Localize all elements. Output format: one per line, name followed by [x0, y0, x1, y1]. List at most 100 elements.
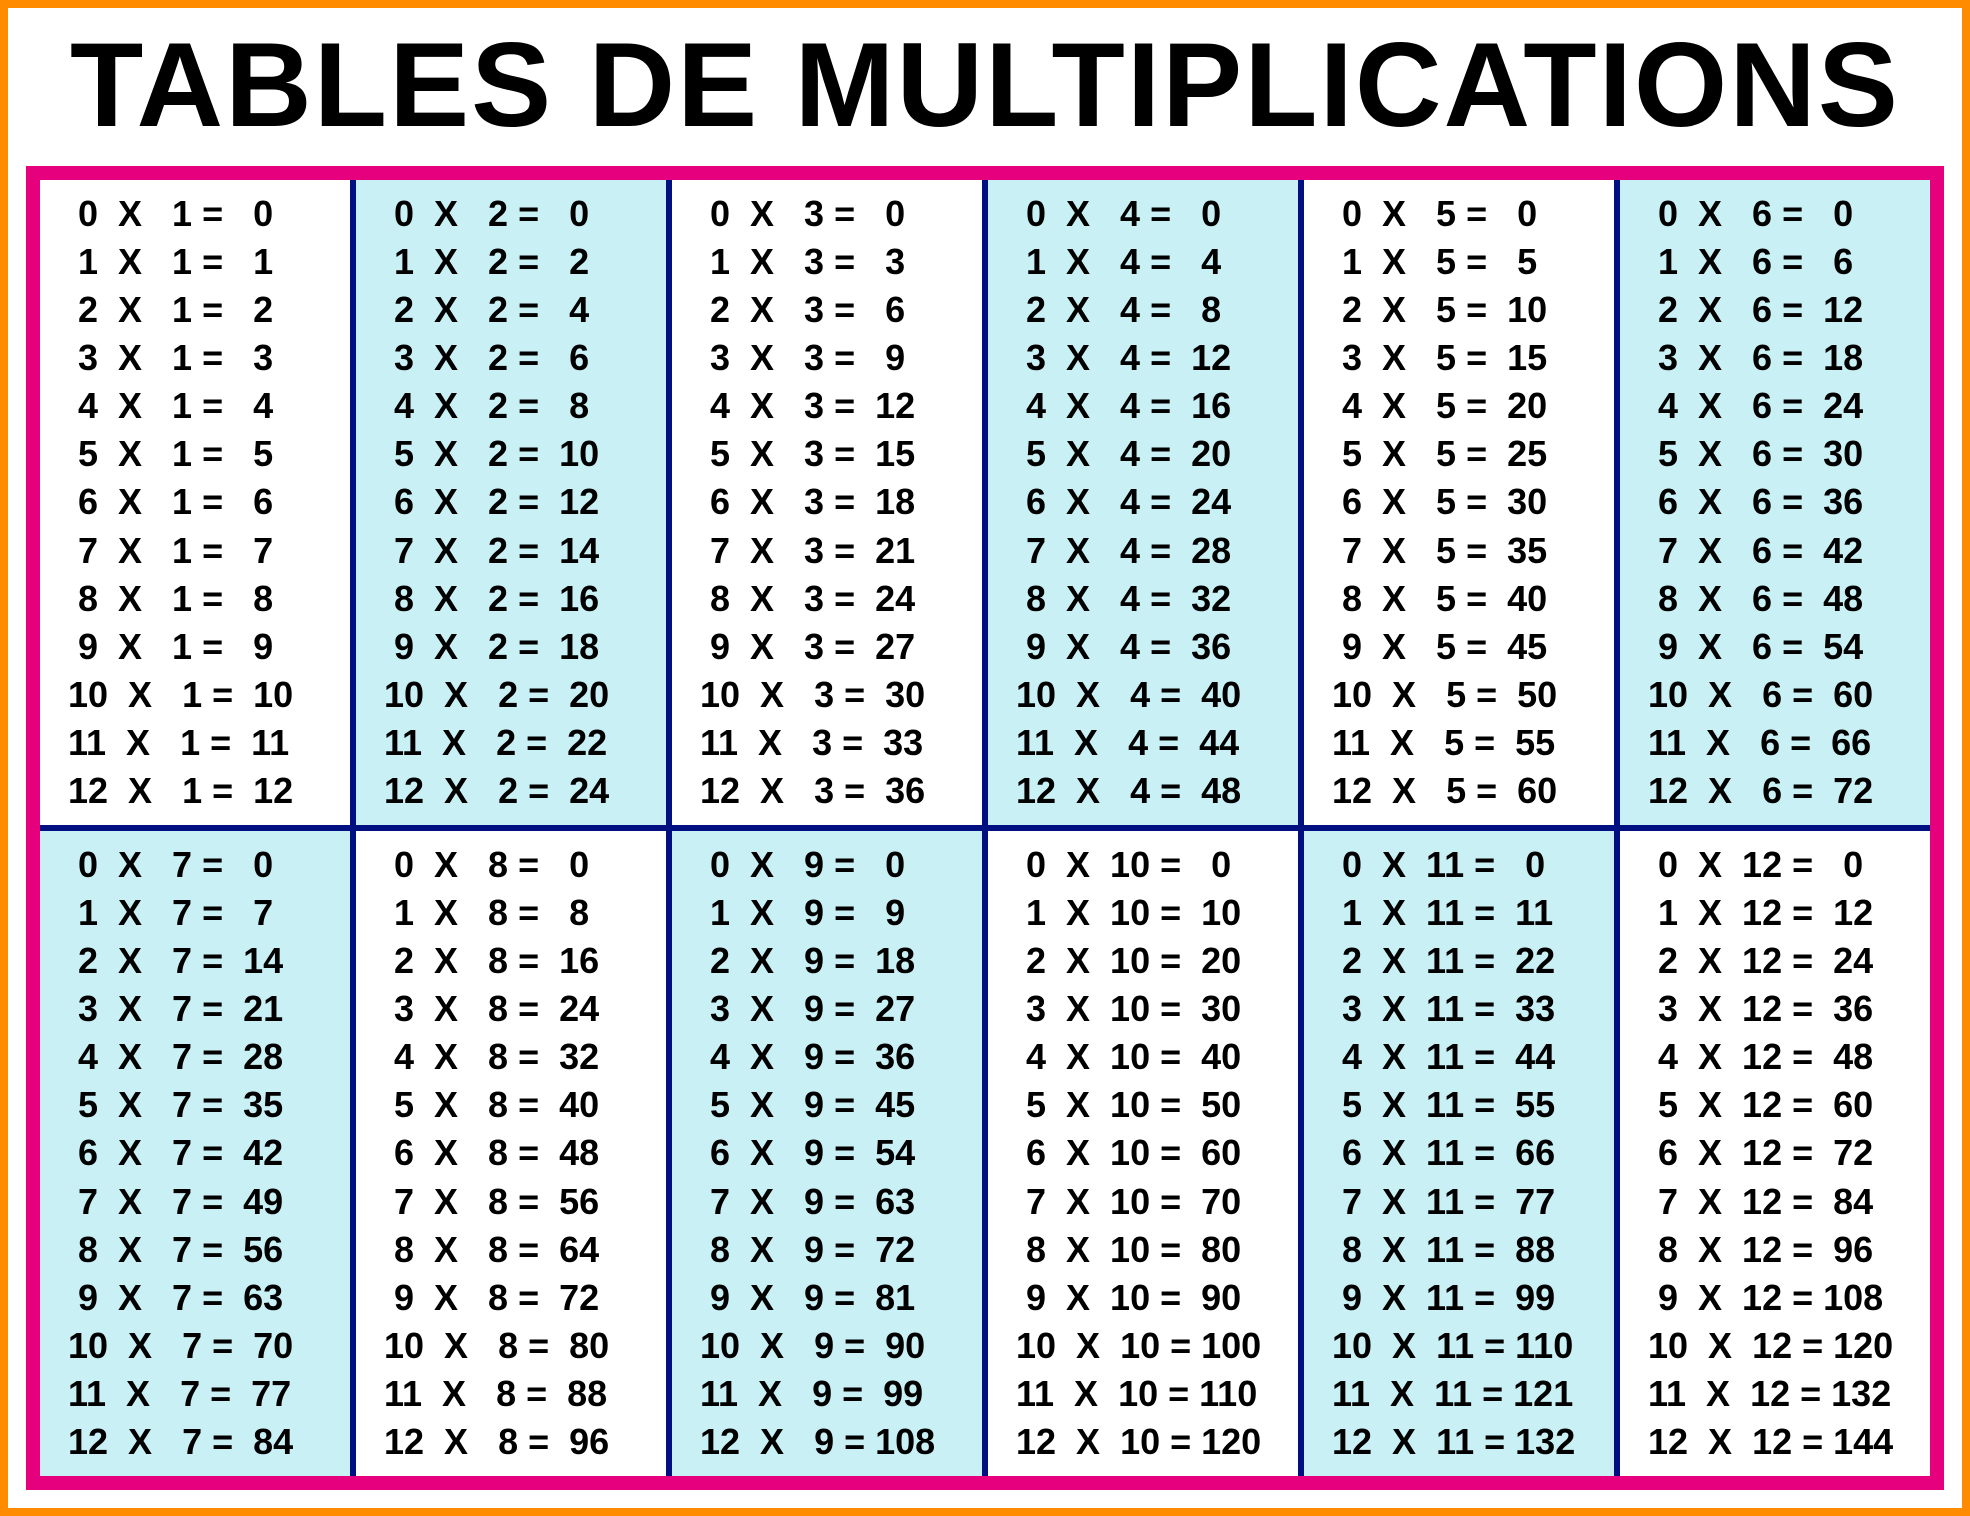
table-row: 0 X 7 = 0 — [68, 847, 336, 883]
table-row: 4 X 10 = 40 — [1016, 1039, 1284, 1075]
table-row: 11 X 10 = 110 — [1016, 1376, 1284, 1412]
table-row: 2 X 6 = 12 — [1648, 292, 1916, 328]
table-row: 5 X 8 = 40 — [384, 1087, 652, 1123]
table-row: 1 X 1 = 1 — [68, 244, 336, 280]
table-row: 9 X 1 = 9 — [68, 629, 336, 665]
times-table-10: 0 X 10 = 0 1 X 10 = 10 2 X 10 = 20 3 X 1… — [988, 831, 1298, 1476]
table-row: 10 X 1 = 10 — [68, 677, 336, 713]
page-title: TABLES DE MULTIPLICATIONS — [8, 8, 1962, 166]
table-row: 4 X 5 = 20 — [1332, 388, 1600, 424]
table-row: 5 X 5 = 25 — [1332, 436, 1600, 472]
table-row: 1 X 10 = 10 — [1016, 895, 1284, 931]
times-table-12: 0 X 12 = 0 1 X 12 = 12 2 X 12 = 24 3 X 1… — [1620, 831, 1930, 1476]
table-row: 6 X 7 = 42 — [68, 1135, 336, 1171]
table-row: 12 X 7 = 84 — [68, 1424, 336, 1460]
times-table-8: 0 X 8 = 0 1 X 8 = 8 2 X 8 = 16 3 X 8 = 2… — [356, 831, 666, 1476]
table-row: 6 X 12 = 72 — [1648, 1135, 1916, 1171]
table-row: 3 X 4 = 12 — [1016, 340, 1284, 376]
table-row: 3 X 7 = 21 — [68, 991, 336, 1027]
table-row: 6 X 10 = 60 — [1016, 1135, 1284, 1171]
table-row: 5 X 9 = 45 — [700, 1087, 968, 1123]
table-row: 2 X 4 = 8 — [1016, 292, 1284, 328]
table-row: 6 X 5 = 30 — [1332, 484, 1600, 520]
table-row: 1 X 5 = 5 — [1332, 244, 1600, 280]
table-row: 0 X 11 = 0 — [1332, 847, 1600, 883]
table-row: 5 X 6 = 30 — [1648, 436, 1916, 472]
times-table-2: 0 X 2 = 0 1 X 2 = 2 2 X 2 = 4 3 X 2 = 6 … — [356, 180, 666, 825]
table-row: 1 X 9 = 9 — [700, 895, 968, 931]
table-row: 1 X 12 = 12 — [1648, 895, 1916, 931]
table-row: 2 X 2 = 4 — [384, 292, 652, 328]
table-row: 5 X 7 = 35 — [68, 1087, 336, 1123]
table-row: 0 X 4 = 0 — [1016, 196, 1284, 232]
table-row: 9 X 9 = 81 — [700, 1280, 968, 1316]
table-row: 7 X 11 = 77 — [1332, 1184, 1600, 1220]
times-table-9: 0 X 9 = 0 1 X 9 = 9 2 X 9 = 18 3 X 9 = 2… — [672, 831, 982, 1476]
table-row: 11 X 3 = 33 — [700, 725, 968, 761]
table-row: 1 X 11 = 11 — [1332, 895, 1600, 931]
table-row: 11 X 1 = 11 — [68, 725, 336, 761]
table-row: 3 X 1 = 3 — [68, 340, 336, 376]
table-row: 10 X 8 = 80 — [384, 1328, 652, 1364]
table-row: 4 X 3 = 12 — [700, 388, 968, 424]
table-row: 4 X 7 = 28 — [68, 1039, 336, 1075]
table-row: 8 X 7 = 56 — [68, 1232, 336, 1268]
table-row: 12 X 3 = 36 — [700, 773, 968, 809]
table-row: 6 X 2 = 12 — [384, 484, 652, 520]
table-row: 1 X 4 = 4 — [1016, 244, 1284, 280]
table-row: 9 X 2 = 18 — [384, 629, 652, 665]
table-row: 5 X 10 = 50 — [1016, 1087, 1284, 1123]
times-table-7: 0 X 7 = 0 1 X 7 = 7 2 X 7 = 14 3 X 7 = 2… — [40, 831, 350, 1476]
table-row: 7 X 9 = 63 — [700, 1184, 968, 1220]
table-row: 11 X 4 = 44 — [1016, 725, 1284, 761]
table-row: 9 X 3 = 27 — [700, 629, 968, 665]
table-row: 1 X 6 = 6 — [1648, 244, 1916, 280]
table-row: 7 X 2 = 14 — [384, 533, 652, 569]
table-row: 4 X 1 = 4 — [68, 388, 336, 424]
table-row: 2 X 10 = 20 — [1016, 943, 1284, 979]
table-row: 11 X 12 = 132 — [1648, 1376, 1916, 1412]
table-row: 0 X 9 = 0 — [700, 847, 968, 883]
table-row: 3 X 12 = 36 — [1648, 991, 1916, 1027]
table-row: 0 X 8 = 0 — [384, 847, 652, 883]
table-row: 11 X 7 = 77 — [68, 1376, 336, 1412]
table-row: 6 X 9 = 54 — [700, 1135, 968, 1171]
table-row: 8 X 2 = 16 — [384, 581, 652, 617]
table-row: 9 X 10 = 90 — [1016, 1280, 1284, 1316]
table-row: 5 X 11 = 55 — [1332, 1087, 1600, 1123]
table-row: 0 X 6 = 0 — [1648, 196, 1916, 232]
table-row: 7 X 3 = 21 — [700, 533, 968, 569]
table-row: 9 X 11 = 99 — [1332, 1280, 1600, 1316]
table-row: 10 X 2 = 20 — [384, 677, 652, 713]
table-row: 2 X 1 = 2 — [68, 292, 336, 328]
table-row: 11 X 6 = 66 — [1648, 725, 1916, 761]
table-row: 0 X 3 = 0 — [700, 196, 968, 232]
times-table-3: 0 X 3 = 0 1 X 3 = 3 2 X 3 = 6 3 X 3 = 9 … — [672, 180, 982, 825]
table-row: 10 X 6 = 60 — [1648, 677, 1916, 713]
table-row: 8 X 4 = 32 — [1016, 581, 1284, 617]
table-row: 8 X 6 = 48 — [1648, 581, 1916, 617]
table-row: 11 X 8 = 88 — [384, 1376, 652, 1412]
table-row: 11 X 5 = 55 — [1332, 725, 1600, 761]
table-row: 7 X 1 = 7 — [68, 533, 336, 569]
times-table-11: 0 X 11 = 0 1 X 11 = 11 2 X 11 = 22 3 X 1… — [1304, 831, 1614, 1476]
table-row: 2 X 8 = 16 — [384, 943, 652, 979]
table-row: 11 X 9 = 99 — [700, 1376, 968, 1412]
table-row: 1 X 8 = 8 — [384, 895, 652, 931]
table-row: 12 X 1 = 12 — [68, 773, 336, 809]
table-row: 6 X 6 = 36 — [1648, 484, 1916, 520]
table-row: 8 X 8 = 64 — [384, 1232, 652, 1268]
table-row: 10 X 12 = 120 — [1648, 1328, 1916, 1364]
table-row: 8 X 9 = 72 — [700, 1232, 968, 1268]
table-row: 8 X 5 = 40 — [1332, 581, 1600, 617]
table-row: 0 X 12 = 0 — [1648, 847, 1916, 883]
table-row: 10 X 3 = 30 — [700, 677, 968, 713]
table-row: 0 X 2 = 0 — [384, 196, 652, 232]
table-row: 12 X 8 = 96 — [384, 1424, 652, 1460]
table-row: 9 X 5 = 45 — [1332, 629, 1600, 665]
table-row: 12 X 6 = 72 — [1648, 773, 1916, 809]
table-row: 4 X 12 = 48 — [1648, 1039, 1916, 1075]
table-row: 3 X 6 = 18 — [1648, 340, 1916, 376]
table-row: 9 X 6 = 54 — [1648, 629, 1916, 665]
table-row: 1 X 7 = 7 — [68, 895, 336, 931]
